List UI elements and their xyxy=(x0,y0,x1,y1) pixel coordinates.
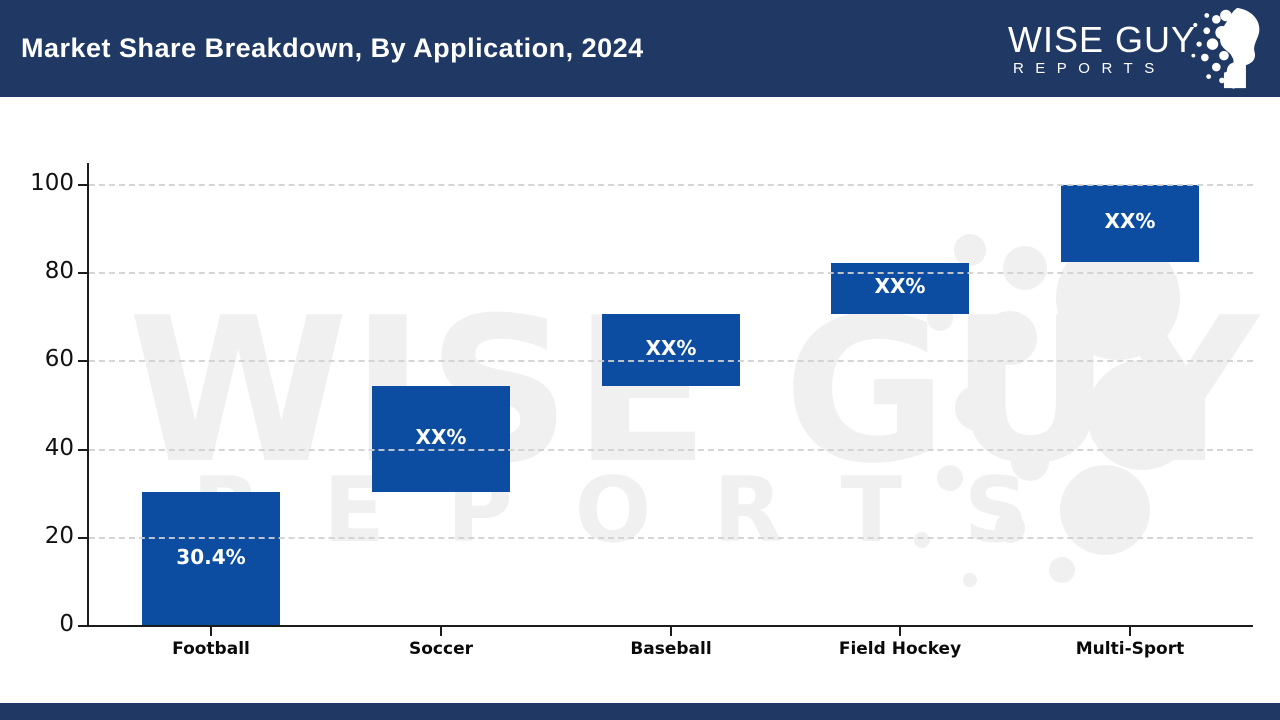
x-tick-mark-soccer xyxy=(440,627,442,636)
bar-baseball xyxy=(602,314,740,387)
y-tick-label-100: 100 xyxy=(30,170,74,196)
y-tick-mark-80 xyxy=(78,272,87,275)
x-tick-mark-field-hockey xyxy=(899,627,901,636)
x-category-label-multi-sport: Multi-Sport xyxy=(1075,639,1185,659)
x-category-label-baseball: Baseball xyxy=(630,639,712,659)
gridline-y-80 xyxy=(89,272,1253,275)
bar-soccer xyxy=(372,386,510,492)
y-tick-label-40: 40 xyxy=(44,434,74,461)
gridline-y-20 xyxy=(89,536,1253,539)
y-tick-mark-20 xyxy=(78,536,87,539)
y-tick-mark-100 xyxy=(78,184,87,186)
x-axis-line xyxy=(87,625,1253,627)
x-tick-mark-football xyxy=(210,627,212,636)
footer-bar xyxy=(0,703,1280,720)
y-tick-mark-60 xyxy=(78,360,87,363)
x-tick-mark-multi-sport xyxy=(1129,627,1131,636)
chart-title: Market Share Breakdown, By Application, … xyxy=(21,33,644,63)
header-bar: Market Share Breakdown, By Application, … xyxy=(0,0,1280,97)
y-tick-label-80: 80 xyxy=(44,258,74,285)
x-tick-mark-baseball xyxy=(670,627,672,636)
logo-subtext: REPORTS xyxy=(1012,59,1166,77)
logo-text: WISE GUY REPORTS xyxy=(1008,21,1196,77)
dotted-head-icon xyxy=(1191,7,1260,89)
watermark-subtext: REPORTS xyxy=(192,458,1091,563)
y-tick-mark-40 xyxy=(78,448,87,451)
y-tick-label-60: 60 xyxy=(44,346,74,373)
gridline-y-40 xyxy=(89,448,1253,451)
y-tick-label-0: 0 xyxy=(59,611,74,637)
bar-value-label-multi-sport: XX% xyxy=(1104,209,1156,234)
bar-multi-sport xyxy=(1061,185,1199,262)
bar-value-label-field-hockey: XX% xyxy=(874,274,926,299)
x-category-label-soccer: Soccer xyxy=(409,639,473,659)
x-category-label-field-hockey: Field Hockey xyxy=(838,639,962,659)
bar-value-label-football: 30.4% xyxy=(176,544,246,569)
x-category-label-football: Football xyxy=(172,639,250,659)
gridline-y-60 xyxy=(89,360,1253,363)
wise-guy-reports-logo: WISE GUY REPORTS xyxy=(1008,6,1266,92)
bar-field-hockey xyxy=(831,262,969,315)
bar-football xyxy=(142,491,280,626)
y-tick-label-20: 20 xyxy=(44,522,74,549)
bar-value-label-soccer: XX% xyxy=(415,425,467,450)
y-axis-line xyxy=(87,163,89,627)
y-tick-mark-0 xyxy=(78,625,87,627)
logo-wordmark: WISE GUY xyxy=(1007,19,1196,61)
bar-value-label-baseball: XX% xyxy=(645,336,697,361)
gridline-y-100 xyxy=(89,184,1253,186)
